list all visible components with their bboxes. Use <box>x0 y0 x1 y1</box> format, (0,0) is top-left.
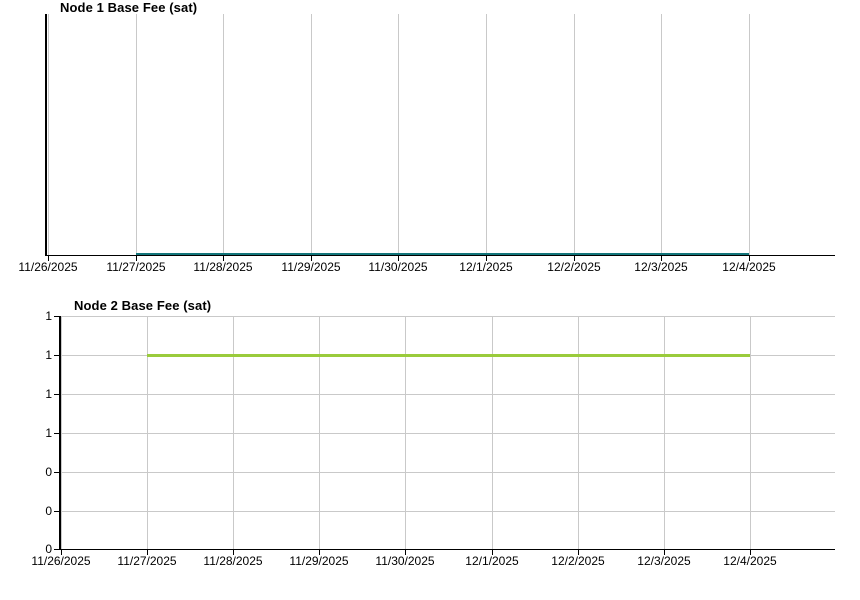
x-axis-tick <box>233 550 234 555</box>
vertical-gridline <box>486 14 487 255</box>
vertical-gridline <box>492 316 493 549</box>
x-axis-tick-label: 11/30/2025 <box>375 554 435 568</box>
y-axis-tick-label: 1 <box>45 348 52 362</box>
y-axis-tick-label: 1 <box>45 426 52 440</box>
y-axis-tick-label: 1 <box>45 387 52 401</box>
chart-2-x-axis-line <box>59 549 835 550</box>
x-axis-tick <box>136 256 137 261</box>
series-line <box>147 354 750 357</box>
vertical-gridline <box>233 316 234 549</box>
vertical-gridline <box>750 316 751 549</box>
x-axis-tick <box>578 550 579 555</box>
x-axis-tick <box>405 550 406 555</box>
y-axis-tick-label: 1 <box>45 309 52 323</box>
x-axis-tick <box>749 256 750 261</box>
horizontal-gridline <box>60 433 835 434</box>
chart-1-y-axis-line <box>45 14 47 256</box>
chart-2-plot-area <box>60 316 835 550</box>
x-axis-tick-label: 12/4/2025 <box>722 260 776 274</box>
vertical-gridline <box>223 14 224 255</box>
x-axis-tick-label: 11/28/2025 <box>193 260 253 274</box>
x-axis-tick <box>661 256 662 261</box>
y-axis-tick-label: 0 <box>45 504 52 518</box>
x-axis-tick <box>319 550 320 555</box>
x-axis-tick-label: 12/2/2025 <box>547 260 601 274</box>
x-axis-tick-label: 12/1/2025 <box>465 554 519 568</box>
chart-2-gridlines <box>60 316 835 550</box>
x-axis-tick-label: 11/29/2025 <box>281 260 341 274</box>
x-axis-tick-label: 11/30/2025 <box>368 260 428 274</box>
x-axis-tick <box>574 256 575 261</box>
vertical-gridline <box>661 14 662 255</box>
x-axis-tick <box>664 550 665 555</box>
vertical-gridline <box>749 14 750 255</box>
vertical-gridline <box>48 14 49 255</box>
chart-2-title: Node 2 Base Fee (sat) <box>74 298 212 313</box>
vertical-gridline <box>61 316 62 549</box>
chart-2-y-axis-line <box>59 316 61 550</box>
y-axis-tick-label: 0 <box>45 542 52 556</box>
horizontal-gridline <box>60 316 835 317</box>
chart-panel-node-1: Node 1 Base Fee (sat) 11/26/2025 11/27/20… <box>0 0 860 290</box>
x-axis-tick-label: 12/3/2025 <box>637 554 691 568</box>
vertical-gridline <box>147 316 148 549</box>
x-axis-tick <box>486 256 487 261</box>
x-axis-tick <box>750 550 751 555</box>
vertical-gridline <box>574 14 575 255</box>
x-axis-tick <box>223 256 224 261</box>
chart-panel-node-2: Node 2 Base Fee (sat) 11/26/2025 11/27/20… <box>0 295 860 600</box>
chart-1-x-axis-line <box>45 255 835 256</box>
horizontal-gridline <box>60 394 835 395</box>
vertical-gridline <box>578 316 579 549</box>
vertical-gridline <box>405 316 406 549</box>
x-axis-tick <box>311 256 312 261</box>
chart-1-gridlines <box>46 14 835 255</box>
x-axis-tick <box>48 256 49 261</box>
x-axis-tick <box>492 550 493 555</box>
vertical-gridline <box>136 14 137 255</box>
horizontal-gridline <box>60 472 835 473</box>
x-axis-tick <box>147 550 148 555</box>
horizontal-gridline <box>60 511 835 512</box>
x-axis-tick-label: 11/28/2025 <box>203 554 263 568</box>
x-axis-tick <box>398 256 399 261</box>
x-axis-tick-label: 11/26/2025 <box>31 554 91 568</box>
x-axis-tick <box>61 550 62 555</box>
x-axis-tick-label: 11/27/2025 <box>106 260 166 274</box>
vertical-gridline <box>311 14 312 255</box>
y-axis-tick-label: 0 <box>45 465 52 479</box>
vertical-gridline <box>664 316 665 549</box>
chart-1-title: Node 1 Base Fee (sat) <box>60 0 198 15</box>
x-axis-tick-label: 12/1/2025 <box>459 260 513 274</box>
x-axis-tick-label: 12/4/2025 <box>723 554 777 568</box>
chart-1-plot-area <box>46 14 835 256</box>
x-axis-tick-label: 11/26/2025 <box>18 260 78 274</box>
series-line <box>136 253 749 256</box>
x-axis-tick-label: 11/29/2025 <box>289 554 349 568</box>
x-axis-tick-label: 12/3/2025 <box>634 260 688 274</box>
x-axis-tick-label: 11/27/2025 <box>117 554 177 568</box>
x-axis-tick-label: 12/2/2025 <box>551 554 605 568</box>
vertical-gridline <box>398 14 399 255</box>
vertical-gridline <box>319 316 320 549</box>
